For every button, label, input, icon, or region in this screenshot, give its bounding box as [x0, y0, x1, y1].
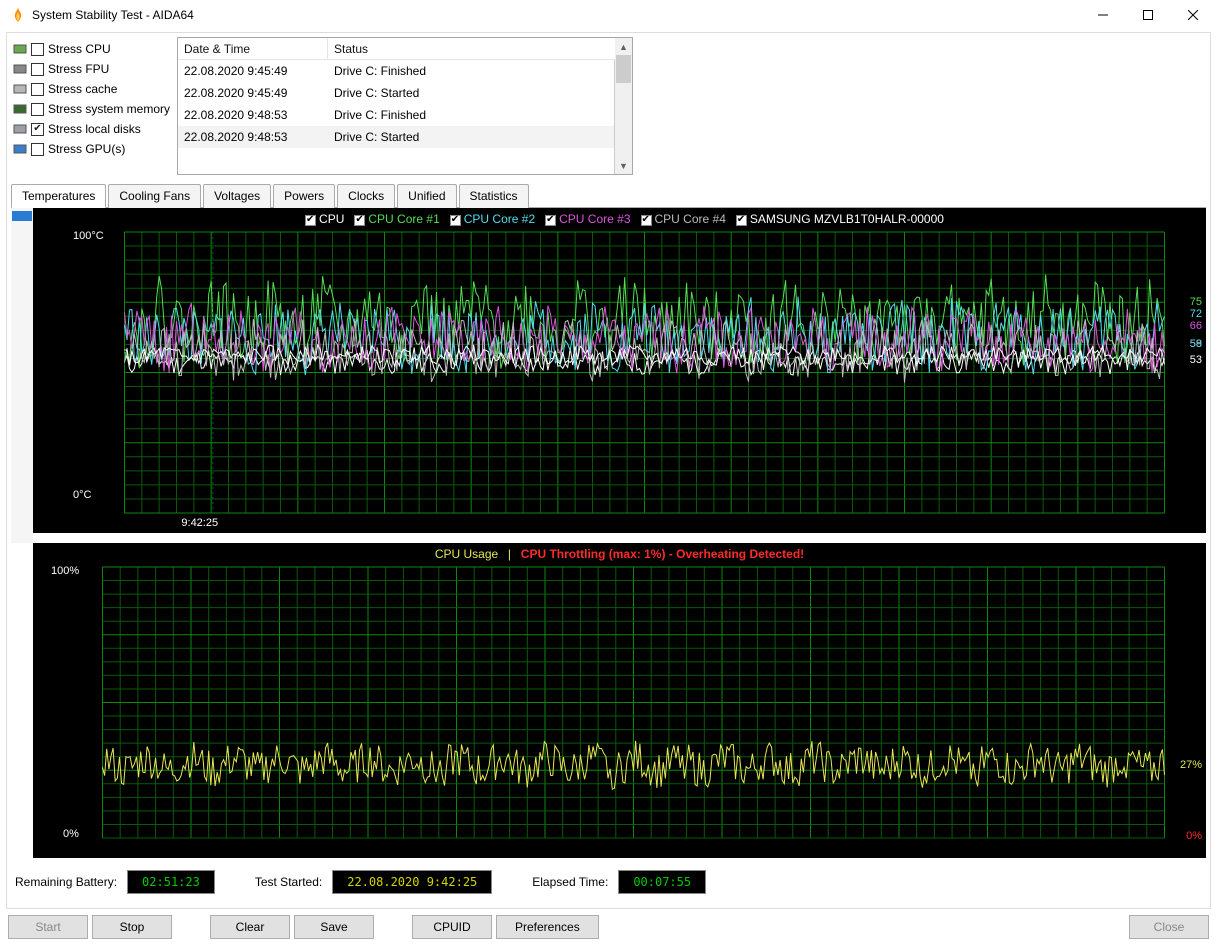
battery-label: Remaining Battery: — [15, 875, 117, 889]
stress-item: Stress cache — [11, 79, 171, 99]
stress-checklist: Stress CPU Stress FPU Stress cache Stres… — [11, 37, 171, 175]
log-cell-date: 22.08.2020 9:48:53 — [178, 126, 328, 148]
series-end-label: 75 — [1190, 296, 1202, 308]
stress-item: Stress system memory — [11, 99, 171, 119]
stress-label[interactable]: Stress GPU(s) — [48, 142, 125, 156]
scroll-thumb[interactable] — [616, 55, 631, 83]
stop-button[interactable]: Stop — [92, 915, 172, 939]
stress-label[interactable]: Stress CPU — [48, 42, 111, 56]
log-col-date[interactable]: Date & Time — [178, 38, 328, 59]
log-cell-date: 22.08.2020 9:45:49 — [178, 60, 328, 82]
log-cell-status: Drive C: Finished — [328, 60, 614, 82]
log-row[interactable]: 22.08.2020 9:48:53Drive C: Finished — [178, 104, 614, 126]
cpuid-button[interactable]: CPUID — [412, 915, 492, 939]
log-body[interactable]: 22.08.2020 9:45:49Drive C: Finished22.08… — [178, 60, 615, 174]
hw-icon — [13, 102, 27, 116]
hw-icon — [13, 82, 27, 96]
log-cell-status: Drive C: Finished — [328, 104, 614, 126]
stress-label[interactable]: Stress system memory — [48, 102, 170, 116]
window-title: System Stability Test - AIDA64 — [32, 8, 1080, 22]
tab-temperatures[interactable]: Temperatures — [11, 184, 106, 208]
throttle-end-label: 0% — [1186, 830, 1202, 842]
battery-value: 02:51:23 — [127, 870, 215, 894]
log-row[interactable]: 22.08.2020 9:45:49Drive C: Started — [178, 82, 614, 104]
time-marker-label: 9:42:25 — [181, 517, 218, 529]
stress-checkbox[interactable] — [31, 83, 44, 96]
log-cell-status: Drive C: Started — [328, 126, 614, 148]
stress-item: Stress CPU — [11, 39, 171, 59]
close-dialog-button[interactable]: Close — [1129, 915, 1209, 939]
stress-item: Stress local disks — [11, 119, 171, 139]
log-cell-status: Drive C: Started — [328, 82, 614, 104]
stress-label[interactable]: Stress local disks — [48, 122, 141, 136]
titlebar: System Stability Test - AIDA64 — [0, 0, 1217, 30]
stress-checkbox[interactable] — [31, 103, 44, 116]
stress-item: Stress GPU(s) — [11, 139, 171, 159]
hw-icon — [13, 142, 27, 156]
tab-cooling-fans[interactable]: Cooling Fans — [108, 184, 201, 208]
stress-checkbox[interactable] — [31, 123, 44, 136]
hw-icon — [13, 122, 27, 136]
scroll-up-icon[interactable]: ▲ — [615, 38, 632, 55]
started-label: Test Started: — [255, 875, 322, 889]
chart-sidebar[interactable] — [11, 208, 33, 543]
tab-unified[interactable]: Unified — [397, 184, 456, 208]
log-row[interactable]: 22.08.2020 9:48:53Drive C: Started — [178, 126, 614, 148]
main-panel: Stress CPU Stress FPU Stress cache Stres… — [6, 32, 1211, 909]
series-end-label: 53 — [1190, 354, 1202, 366]
log-row[interactable]: 22.08.2020 9:45:49Drive C: Finished — [178, 60, 614, 82]
elapsed-value: 00:07:55 — [618, 870, 706, 894]
hw-icon — [13, 42, 27, 56]
stress-item: Stress FPU — [11, 59, 171, 79]
stress-checkbox[interactable] — [31, 63, 44, 76]
app-icon — [10, 7, 26, 23]
started-value: 22.08.2020 9:42:25 — [332, 870, 492, 894]
log-header: Date & Time Status — [178, 38, 615, 60]
usage-end-label: 27% — [1180, 759, 1202, 771]
log-scrollbar[interactable]: ▲ ▼ — [615, 38, 632, 174]
maximize-button[interactable] — [1125, 1, 1170, 30]
log-col-status[interactable]: Status — [328, 38, 615, 59]
start-button[interactable]: Start — [8, 915, 88, 939]
stress-label[interactable]: Stress cache — [48, 82, 117, 96]
tab-statistics[interactable]: Statistics — [459, 184, 529, 208]
stress-label[interactable]: Stress FPU — [48, 62, 109, 76]
elapsed-label: Elapsed Time: — [532, 875, 608, 889]
cpu-usage-chart[interactable]: CPU Usage | CPU Throttling (max: 1%) - O… — [33, 543, 1206, 858]
clear-button[interactable]: Clear — [210, 915, 290, 939]
preferences-button[interactable]: Preferences — [496, 915, 599, 939]
temperature-chart[interactable]: CPUCPU Core #1CPU Core #2CPU Core #3CPU … — [33, 208, 1206, 533]
sidebar-indicator — [12, 211, 32, 221]
save-button[interactable]: Save — [294, 915, 374, 939]
tab-strip: TemperaturesCooling FansVoltagesPowersCl… — [11, 183, 1206, 208]
log-cell-date: 22.08.2020 9:48:53 — [178, 104, 328, 126]
series-end-label: 59 — [1190, 338, 1202, 350]
hw-icon — [13, 62, 27, 76]
tab-powers[interactable]: Powers — [273, 184, 335, 208]
minimize-button[interactable] — [1080, 1, 1125, 30]
close-button[interactable] — [1170, 1, 1215, 30]
scroll-down-icon[interactable]: ▼ — [615, 157, 632, 174]
tab-voltages[interactable]: Voltages — [203, 184, 271, 208]
series-end-label: 66 — [1190, 320, 1202, 332]
log-cell-date: 22.08.2020 9:45:49 — [178, 82, 328, 104]
status-bar: Remaining Battery: 02:51:23 Test Started… — [11, 858, 1206, 898]
stress-checkbox[interactable] — [31, 143, 44, 156]
event-log: Date & Time Status 22.08.2020 9:45:49Dri… — [177, 37, 633, 175]
tab-clocks[interactable]: Clocks — [337, 184, 395, 208]
series-end-label: 72 — [1190, 308, 1202, 320]
stress-checkbox[interactable] — [31, 43, 44, 56]
